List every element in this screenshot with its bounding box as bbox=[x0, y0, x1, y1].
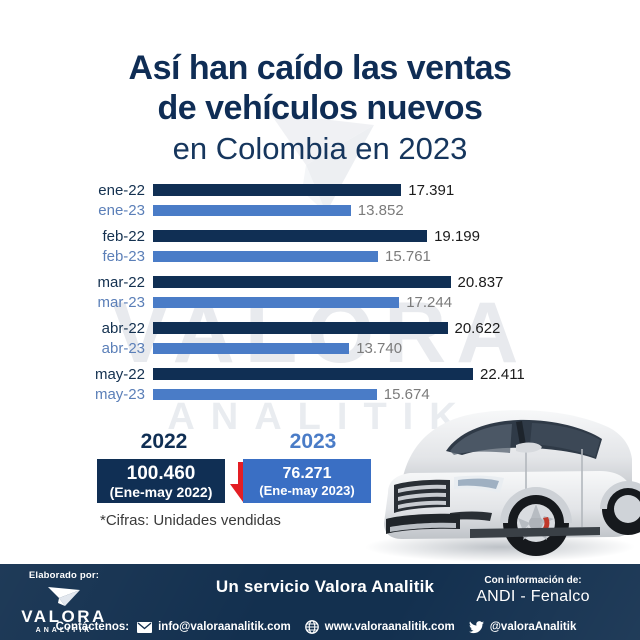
summary-period-2023: (Ene-may 2023) bbox=[259, 482, 355, 498]
chart-value-label: 15.761 bbox=[385, 247, 431, 265]
chart-category-label: feb-23 bbox=[102, 247, 145, 265]
source-label: Con información de: bbox=[484, 575, 582, 586]
email-icon bbox=[137, 621, 153, 633]
chart-category-label: ene-22 bbox=[98, 181, 145, 199]
chart-value-label: 15.674 bbox=[383, 385, 430, 403]
summary-box-2022: 100.460 (Ene-may 2022) bbox=[97, 459, 225, 503]
summary-total-2023: 76.271 bbox=[282, 464, 332, 482]
chart-bar-row: ene-23 13.852 bbox=[0, 202, 640, 218]
chart-bar-wrap: 19.199 bbox=[153, 228, 480, 244]
chart-bar-row: ene-22 17.391 bbox=[0, 182, 640, 198]
chart-bar-row: mar-23 17.244 bbox=[0, 294, 640, 310]
chart-bar-wrap: 20.837 bbox=[153, 274, 503, 290]
chart-category-label: may-23 bbox=[94, 385, 145, 403]
chart-group: abr-22 20.622 abr-23 13.740 bbox=[0, 320, 640, 366]
chart-bar bbox=[153, 184, 402, 196]
page-title: Así han caído las ventas de vehículos nu… bbox=[0, 48, 640, 170]
chart-bar-row: feb-22 19.199 bbox=[0, 228, 640, 244]
chart-category-label: feb-22 bbox=[102, 227, 145, 245]
chart-bar bbox=[153, 368, 473, 380]
chart-group: feb-22 19.199 feb-23 15.761 bbox=[0, 228, 640, 274]
chart-value-label: 20.622 bbox=[454, 319, 501, 337]
summary-headings: 2022 2023 bbox=[0, 430, 640, 456]
chart-bar-wrap: 15.674 bbox=[153, 386, 430, 402]
chart-bar bbox=[153, 204, 351, 216]
chart-category-label: abr-22 bbox=[101, 319, 145, 337]
title-line-2: de vehículos nuevos bbox=[157, 89, 483, 127]
chart-value-label: 20.837 bbox=[457, 273, 504, 291]
title-line-1: Así han caído las ventas bbox=[128, 49, 512, 87]
chart-category-label: mar-23 bbox=[97, 293, 145, 311]
footer-service-text: Un servicio Valora Analitik bbox=[215, 577, 435, 596]
footer-bar: Elaborado por: VALORA ANALITIK Un servic… bbox=[0, 564, 640, 640]
chart-value-label: 17.244 bbox=[406, 293, 453, 311]
chart-bar bbox=[153, 322, 448, 334]
chart-category-label: mar-22 bbox=[97, 273, 145, 291]
chart-bar-wrap: 15.761 bbox=[153, 248, 431, 264]
chart-group: may-22 22.411 may-23 15.674 bbox=[0, 366, 640, 412]
chart-value-label: 13.852 bbox=[357, 201, 404, 219]
suv-vehicle-image bbox=[365, 410, 640, 562]
title-line-3: en Colombia en 2023 bbox=[172, 131, 468, 166]
chart-note: *Cifras: Unidades vendidas bbox=[100, 512, 281, 529]
chart-bar-wrap: 13.852 bbox=[153, 202, 404, 218]
summary-box-2023: 76.271 (Ene-may 2023) bbox=[243, 459, 371, 503]
summary-head-2022: 2022 bbox=[140, 430, 188, 453]
twitter-icon bbox=[468, 620, 484, 634]
contact-email[interactable]: info@valoraanalitik.com bbox=[158, 621, 291, 633]
chart-bar-row: mar-22 20.837 bbox=[0, 274, 640, 290]
chart-group: mar-22 20.837 mar-23 17.244 bbox=[0, 274, 640, 320]
summary-period-2022: (Ene-may 2022) bbox=[109, 483, 213, 500]
chart-value-label: 22.411 bbox=[480, 365, 525, 383]
chart-bar-wrap: 17.244 bbox=[153, 294, 452, 310]
summary-comparison: 2022 2023 100.460 (Ene-may 2022) 76.271 … bbox=[0, 430, 640, 507]
summary-total-2022: 100.460 bbox=[126, 462, 196, 484]
chart-category-label: may-22 bbox=[94, 365, 145, 383]
chart-bar-row: feb-23 15.761 bbox=[0, 248, 640, 264]
chart-bar bbox=[153, 388, 377, 400]
footer-brand-sub: ANALITIK bbox=[35, 627, 93, 634]
chart-bar-row: abr-23 13.740 bbox=[0, 340, 640, 356]
contact-label: Contáctenos: bbox=[55, 621, 130, 633]
chart-bar-wrap: 22.411 bbox=[153, 366, 525, 382]
summary-boxes: 100.460 (Ene-may 2022) 76.271 (Ene-may 2… bbox=[0, 459, 640, 507]
chart-bar bbox=[153, 276, 451, 288]
chart-bar-wrap: 17.391 bbox=[153, 182, 454, 198]
chart-category-label: abr-23 bbox=[101, 339, 145, 357]
globe-icon bbox=[304, 620, 319, 634]
chart-category-label: ene-23 bbox=[98, 201, 145, 219]
footer-brand-name: VALORA bbox=[21, 607, 107, 626]
chart-bar bbox=[153, 296, 400, 308]
chart-bar-wrap: 20.622 bbox=[153, 320, 500, 336]
chart-bar bbox=[153, 342, 350, 354]
contact-twitter[interactable]: @valoraAnalitik bbox=[489, 621, 577, 633]
footer-divider bbox=[0, 562, 640, 564]
chart-value-label: 13.740 bbox=[356, 339, 403, 357]
chart-value-label: 19.199 bbox=[434, 227, 480, 245]
chart-bar bbox=[153, 230, 428, 242]
footer-source-block: Con información de: ANDI - Fenalco bbox=[438, 574, 628, 607]
chart-bar-row: may-23 15.674 bbox=[0, 386, 640, 402]
chart-bar-wrap: 13.740 bbox=[153, 340, 402, 356]
elaborated-by-label: Elaborado por: bbox=[28, 570, 100, 581]
valora-plane-icon bbox=[48, 587, 80, 606]
source-name: ANDI - Fenalco bbox=[476, 588, 590, 605]
chart-value-label: 17.391 bbox=[408, 181, 455, 199]
chart-bar bbox=[153, 250, 378, 262]
chart-bar-row: abr-22 20.622 bbox=[0, 320, 640, 336]
chart-group: ene-22 17.391 ene-23 13.852 bbox=[0, 182, 640, 228]
footer-brand-block: Elaborado por: VALORA ANALITIK bbox=[12, 570, 116, 635]
footer-contact-row: Contáctenos: info@valoraanalitik.com www… bbox=[0, 620, 640, 634]
chart-bar-row: may-22 22.411 bbox=[0, 366, 640, 382]
contact-website[interactable]: www.valoraanalitik.com bbox=[324, 621, 455, 633]
summary-head-2023: 2023 bbox=[289, 430, 337, 453]
bar-chart: ene-22 17.391 ene-23 13.852 feb-22 19.199 feb-… bbox=[0, 182, 640, 412]
